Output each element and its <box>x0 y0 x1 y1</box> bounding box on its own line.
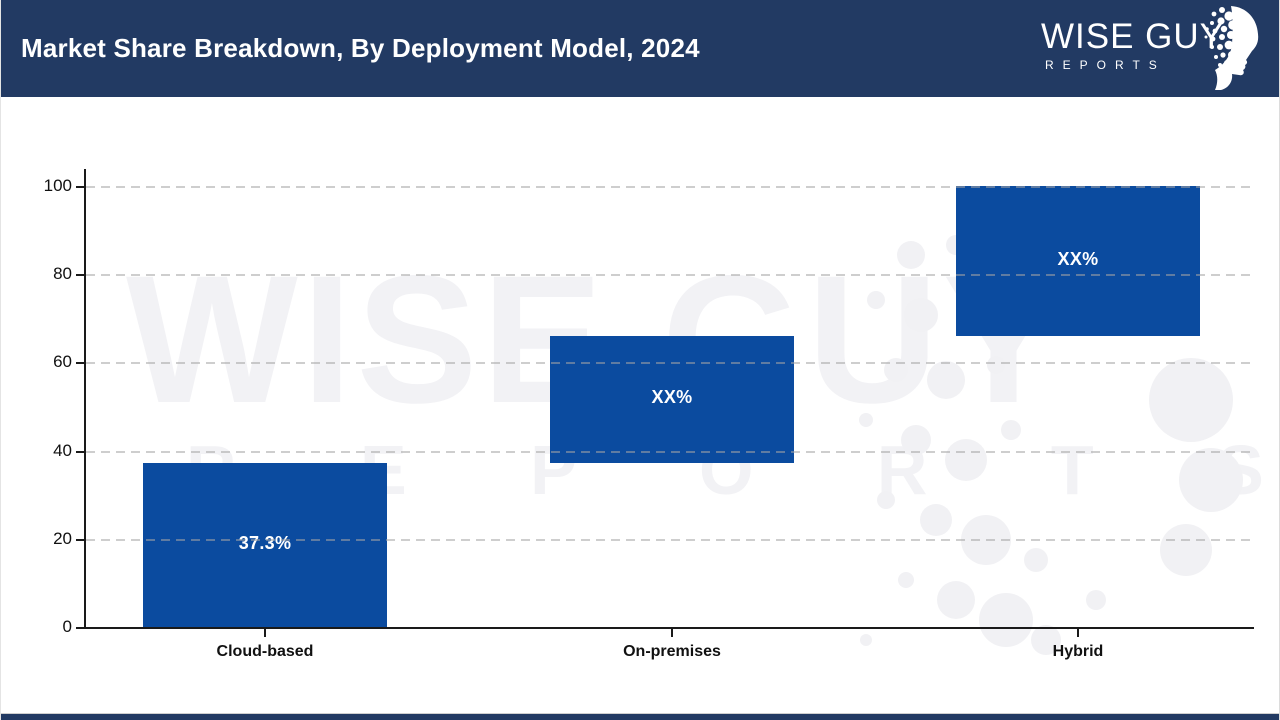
x-axis-spine <box>84 627 1254 629</box>
logo-head-icon <box>1204 6 1259 90</box>
x-axis-tick <box>671 629 673 637</box>
gridline-80 <box>86 274 1254 277</box>
page-title: Market Share Breakdown, By Deployment Mo… <box>21 33 700 63</box>
y-axis-tick-label: 100 <box>43 176 72 195</box>
gridline-60 <box>86 362 1254 365</box>
gridline-100 <box>86 186 1254 188</box>
bar-value-label: XX% <box>651 387 693 408</box>
y-axis-tick-label: 80 <box>53 264 72 284</box>
y-axis-tick-label: 40 <box>53 440 72 460</box>
y-axis-tick-label: 20 <box>53 528 72 548</box>
y-axis-tick <box>76 186 84 188</box>
x-axis-tick <box>264 629 266 637</box>
logo-text: WISE GUY REPORTS <box>1041 17 1225 73</box>
y-axis-tick <box>76 450 84 453</box>
x-axis-tick <box>1077 629 1079 637</box>
y-axis-tick <box>76 627 84 629</box>
logo-subtitle: REPORTS <box>1045 58 1166 72</box>
chart-plot-area: 0 20 40 60 80 100 37.3% Cloud-based XX% On-premis… <box>1 97 1279 715</box>
gridline-20 <box>86 538 1254 541</box>
logo-wordmark: WISE GUY <box>1041 17 1225 56</box>
header-banner: Market Share Breakdown, By Deployment Mo… <box>1 0 1279 97</box>
watermark-dotted-head <box>859 235 1243 655</box>
y-axis-tick-label: 0 <box>62 617 72 636</box>
y-axis-tick-label: 60 <box>53 352 72 372</box>
bar-value-label: 37.3% <box>238 532 292 553</box>
gridline-40 <box>86 450 1254 453</box>
bar-on-premises <box>550 335 794 463</box>
y-axis-spine <box>84 168 86 629</box>
footer-divider <box>1 713 1279 714</box>
bar-value-label: XX% <box>1057 248 1099 269</box>
x-axis-category-label: Cloud-based <box>216 643 314 660</box>
x-axis-category-label: Hybrid <box>1052 643 1104 660</box>
x-axis-category-label: On-premises <box>623 643 721 660</box>
y-axis-tick <box>76 362 84 365</box>
bar-hybrid <box>956 186 1200 336</box>
bar-cloud-based <box>143 462 387 627</box>
wise-guy-logo: WISE GUY REPORTS <box>1013 4 1263 94</box>
footer-bar <box>1 714 1279 720</box>
y-axis-tick <box>76 538 84 541</box>
y-axis-tick <box>76 274 84 277</box>
